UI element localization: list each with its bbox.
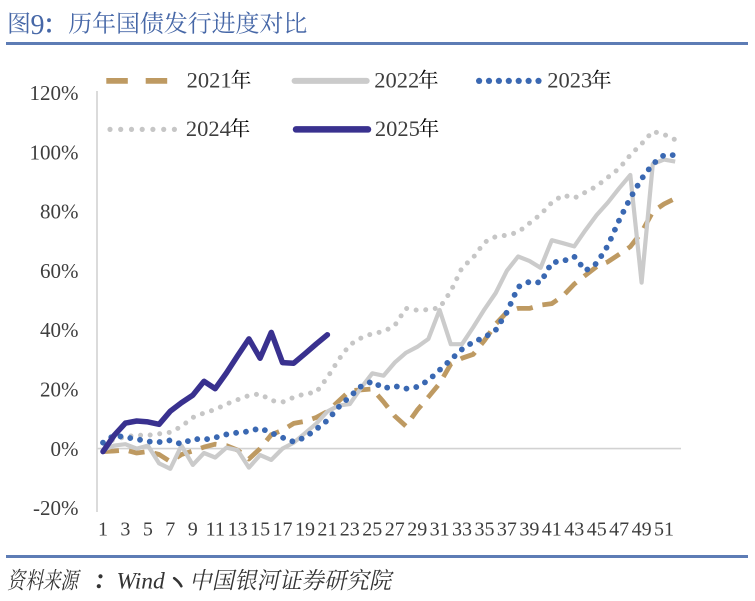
svg-text:31: 31 — [430, 519, 450, 541]
svg-text:100%: 100% — [30, 140, 79, 164]
svg-text:5: 5 — [143, 519, 153, 541]
svg-text:3: 3 — [120, 519, 130, 541]
svg-text:2024: 2024 — [186, 116, 231, 141]
svg-text:45: 45 — [587, 519, 607, 541]
svg-text:19: 19 — [295, 519, 315, 541]
svg-text:33: 33 — [452, 519, 472, 541]
svg-text:2025: 2025 — [375, 116, 420, 141]
svg-text:11: 11 — [206, 519, 225, 541]
svg-text:2023: 2023 — [547, 67, 592, 92]
svg-text:29: 29 — [407, 519, 427, 541]
svg-text:1: 1 — [98, 519, 108, 541]
svg-text:49: 49 — [632, 519, 652, 541]
svg-text:80%: 80% — [40, 200, 79, 224]
svg-text:39: 39 — [519, 519, 539, 541]
svg-text:35: 35 — [475, 519, 495, 541]
svg-text:21: 21 — [317, 519, 337, 541]
svg-text:13: 13 — [228, 519, 248, 541]
svg-text:40%: 40% — [40, 318, 79, 342]
svg-text:120%: 120% — [30, 81, 79, 105]
svg-text:25: 25 — [362, 519, 382, 541]
svg-text:23: 23 — [340, 519, 360, 541]
svg-text:37: 37 — [497, 519, 517, 541]
svg-text:43: 43 — [564, 519, 584, 541]
svg-text:7: 7 — [165, 519, 175, 541]
svg-text:47: 47 — [609, 519, 629, 541]
svg-text:2021: 2021 — [187, 67, 232, 92]
svg-text:60%: 60% — [40, 259, 79, 283]
svg-text:27: 27 — [385, 519, 405, 541]
svg-text:41: 41 — [542, 519, 562, 541]
svg-text:51: 51 — [654, 519, 674, 541]
svg-text:2022: 2022 — [374, 67, 419, 92]
svg-text:15: 15 — [250, 519, 270, 541]
svg-text:17: 17 — [273, 519, 293, 541]
svg-text:-20%: -20% — [33, 496, 79, 520]
svg-text:20%: 20% — [40, 378, 79, 402]
svg-text:Wind: Wind — [117, 569, 166, 595]
svg-text:9: 9 — [188, 519, 198, 541]
svg-text:0%: 0% — [51, 437, 79, 461]
svg-text:9: 9 — [31, 10, 45, 41]
